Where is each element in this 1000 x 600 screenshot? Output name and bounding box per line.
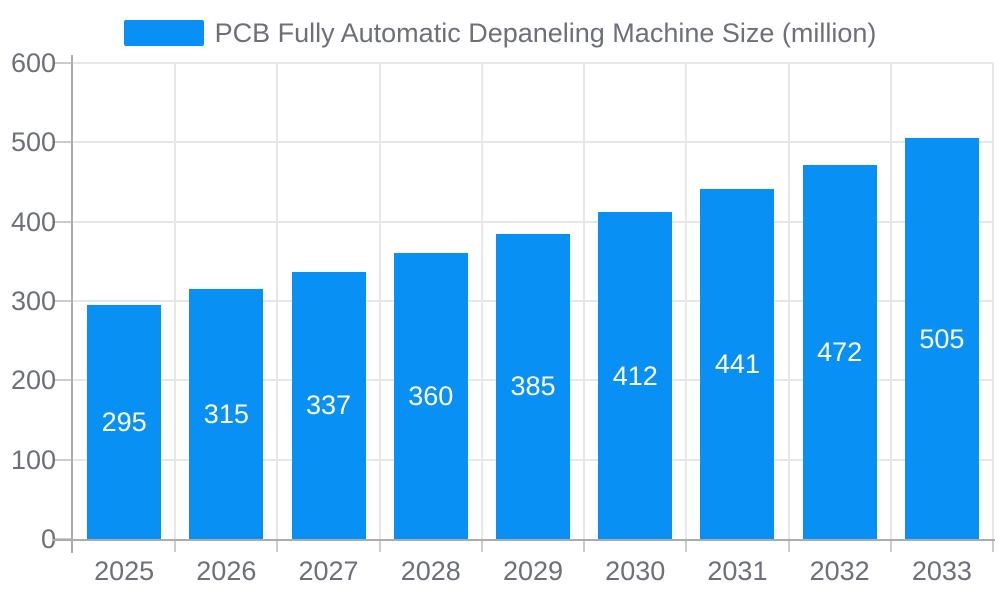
gridline-vertical	[889, 63, 892, 539]
bar-2028[interactable]: 360	[393, 253, 468, 539]
bar-2025[interactable]: 295	[87, 304, 162, 539]
x-axis-label: 2031	[707, 556, 768, 586]
gridline-vertical	[378, 63, 381, 539]
bar-2031[interactable]: 441	[700, 189, 775, 539]
bar-value-label: 295	[101, 406, 147, 437]
y-axis-tick	[53, 300, 73, 302]
bar-value-label: 472	[817, 336, 863, 367]
y-axis-tick	[53, 62, 73, 64]
legend-swatch-icon	[123, 20, 204, 46]
bar-value-label: 360	[408, 381, 454, 412]
y-axis-tick	[53, 141, 73, 144]
bar-value-label: 315	[203, 399, 249, 430]
y-axis-label: 100	[10, 444, 56, 475]
x-axis-label: 2025	[94, 556, 155, 586]
bar-2032[interactable]: 472	[802, 164, 877, 539]
gridline-horizontal	[73, 62, 993, 64]
bar-value-label: 412	[612, 360, 658, 391]
gridline-vertical	[276, 63, 279, 539]
bar-2030[interactable]: 412	[598, 212, 673, 539]
y-axis-tick	[53, 458, 73, 461]
gridline-vertical	[174, 63, 177, 539]
y-axis-label: 0	[40, 524, 56, 554]
bar-2029[interactable]: 385	[496, 233, 570, 539]
bar-2033[interactable]: 505	[904, 138, 979, 539]
y-axis-label: 600	[10, 48, 56, 78]
y-axis-label: 200	[10, 365, 56, 396]
legend-item[interactable]: PCB Fully Automatic Depaneling Machine S…	[0, 18, 1000, 48]
gridline-vertical	[480, 63, 483, 539]
x-axis-label: 2032	[809, 556, 870, 586]
x-axis-label: 2030	[605, 556, 666, 586]
y-axis-line	[71, 55, 73, 553]
y-axis-label: 300	[10, 286, 56, 316]
gridline-vertical	[685, 63, 688, 539]
bar-2026[interactable]: 315	[189, 289, 264, 539]
bar-value-label: 441	[714, 349, 760, 380]
bar-value-label: 505	[919, 323, 965, 354]
x-axis-label: 2026	[196, 556, 257, 586]
bar-value-label: 385	[510, 371, 556, 402]
y-axis-tick	[53, 220, 73, 223]
y-axis-tick	[53, 379, 73, 382]
y-axis-label: 400	[10, 206, 56, 237]
x-axis-label: 2033	[911, 556, 972, 586]
gridline-vertical	[992, 63, 994, 539]
gridline-vertical	[583, 63, 586, 539]
x-axis-label: 2028	[400, 556, 461, 586]
gridline-vertical	[787, 63, 790, 539]
x-axis-label: 2027	[298, 556, 359, 586]
x-axis-line	[53, 539, 995, 541]
legend-label: PCB Fully Automatic Depaneling Machine S…	[214, 18, 877, 48]
y-axis-label: 500	[10, 127, 56, 158]
bar-2027[interactable]: 337	[291, 271, 366, 539]
x-axis-label: 2029	[502, 556, 564, 586]
bar-value-label: 337	[306, 390, 352, 421]
gridline-horizontal	[73, 141, 993, 144]
